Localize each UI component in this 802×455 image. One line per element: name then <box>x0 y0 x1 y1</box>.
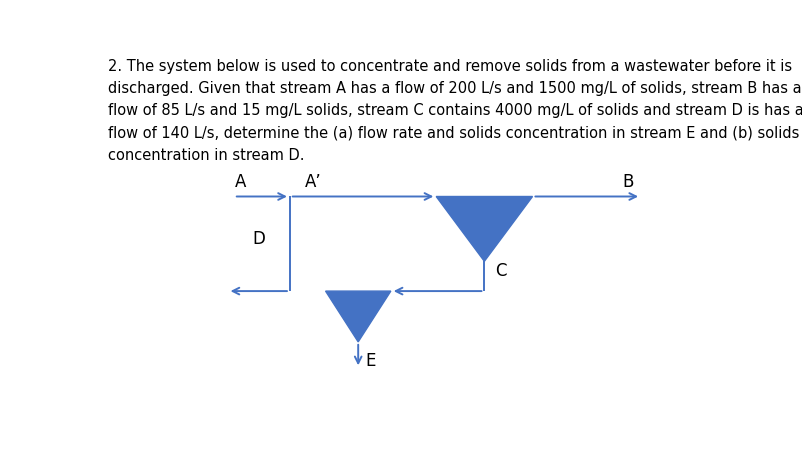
Text: A’: A’ <box>306 173 322 191</box>
Text: 2. The system below is used to concentrate and remove solids from a wastewater b: 2. The system below is used to concentra… <box>107 59 802 162</box>
Text: D: D <box>253 230 265 248</box>
Text: B: B <box>622 173 634 191</box>
Polygon shape <box>326 291 391 342</box>
Text: A: A <box>235 173 246 191</box>
Polygon shape <box>436 197 533 261</box>
Text: E: E <box>366 353 376 370</box>
Text: C: C <box>496 262 507 280</box>
